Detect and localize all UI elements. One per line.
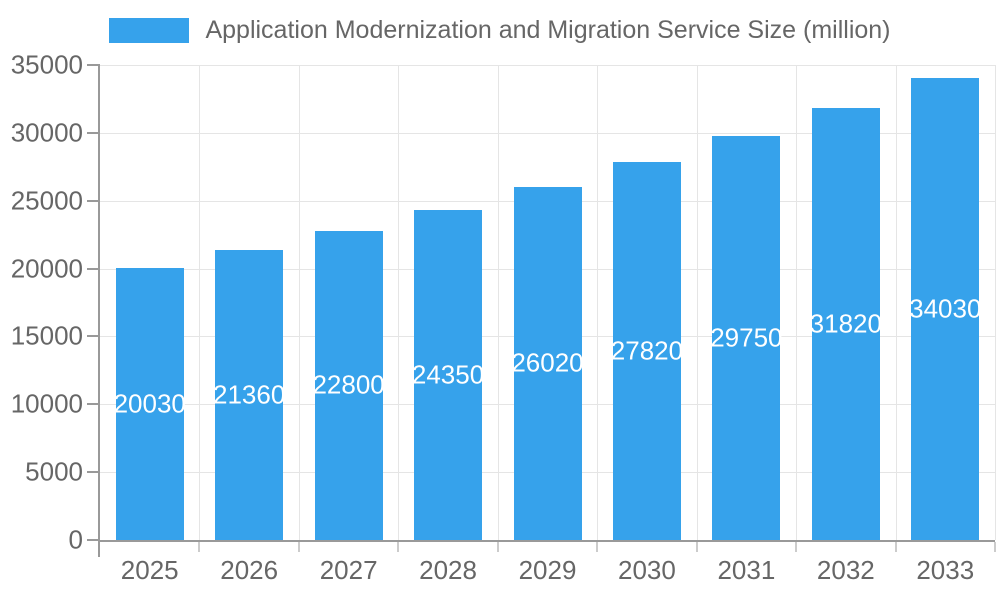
bar-2030[interactable] (612, 162, 681, 540)
x-axis-tick (397, 542, 400, 552)
y-axis-tick (87, 267, 100, 270)
x-axis-label: 2031 (717, 555, 776, 585)
gridline-horizontal (100, 132, 995, 134)
x-axis-tick (596, 542, 599, 552)
bar-2025[interactable] (115, 268, 184, 540)
bar-value-label: 20030 (113, 388, 186, 419)
gridline-vertical (398, 65, 400, 540)
bar-2031[interactable] (712, 136, 781, 540)
bar-2033[interactable] (911, 78, 980, 540)
gridline-vertical (995, 65, 996, 540)
bar-value-label: 21360 (213, 379, 286, 410)
bar-2032[interactable] (811, 108, 880, 540)
y-axis-label: 15000 (10, 320, 83, 351)
bar-value-label: 27820 (610, 335, 684, 366)
y-axis-tick (87, 539, 100, 541)
gridline-vertical (597, 65, 599, 540)
y-axis-label: 10000 (10, 388, 83, 419)
x-axis-label: 2025 (120, 555, 179, 585)
x-axis-label: 2026 (220, 555, 279, 585)
x-axis-tick (198, 542, 201, 552)
x-axis-label: 2030 (618, 555, 676, 585)
x-axis-label: 2028 (419, 555, 477, 585)
legend-label: Application Modernization and Migration … (205, 16, 891, 44)
y-axis-label: 20000 (10, 253, 83, 284)
x-axis-label: 2027 (319, 555, 378, 585)
gridline-vertical (796, 65, 798, 540)
x-axis-label: 2029 (518, 555, 577, 585)
x-axis-label: 2032 (816, 555, 875, 585)
y-axis-label: 35000 (10, 49, 83, 80)
y-axis-tick (87, 64, 100, 66)
x-axis-tick (795, 542, 798, 552)
x-axis-label: 2033 (916, 555, 975, 585)
bar-2028[interactable] (414, 209, 483, 540)
y-axis-label: 25000 (10, 185, 83, 216)
gridline-vertical (895, 65, 897, 540)
gridline-vertical (298, 65, 300, 540)
x-axis-tick (994, 542, 996, 552)
y-axis-tick (87, 335, 100, 338)
y-axis-tick (87, 471, 100, 474)
legend-swatch (109, 18, 190, 43)
y-axis-label: 0 (68, 524, 83, 555)
y-axis-label: 5000 (25, 456, 83, 487)
x-axis-tick (496, 542, 499, 552)
y-axis-label: 30000 (10, 117, 83, 148)
bar-value-label: 22800 (312, 369, 385, 400)
x-axis-tick (695, 542, 698, 552)
bar-2027[interactable] (314, 230, 383, 540)
bar-2029[interactable] (513, 186, 582, 540)
y-axis-tick (87, 131, 100, 134)
gridline-vertical (696, 65, 698, 540)
legend[interactable]: Application Modernization and Migration … (0, 16, 1000, 45)
bar-value-label: 24350 (411, 359, 485, 390)
y-axis-line (98, 65, 100, 557)
x-axis-line (98, 540, 995, 542)
x-axis-tick (894, 542, 897, 552)
bar-value-label: 26020 (511, 347, 584, 378)
y-axis-tick (87, 199, 100, 202)
bar-value-label: 34030 (909, 293, 982, 324)
bar-value-label: 29750 (710, 322, 783, 353)
gridline-vertical (199, 65, 201, 540)
y-axis-tick (87, 403, 100, 406)
bar-2026[interactable] (215, 250, 284, 540)
x-axis-tick (297, 542, 300, 552)
gridline-horizontal (100, 65, 995, 66)
bar-value-label: 31820 (809, 308, 882, 339)
gridline-vertical (497, 65, 499, 540)
